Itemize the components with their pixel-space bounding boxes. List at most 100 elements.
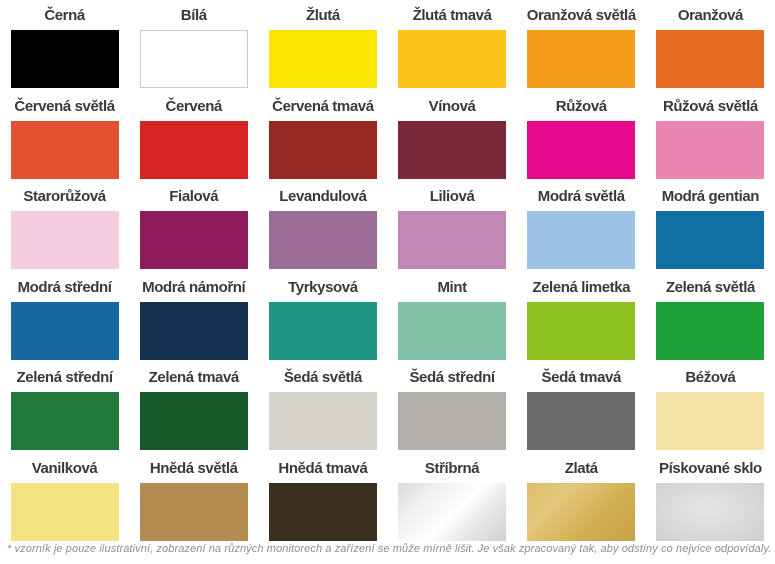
palette-cell: Vínová <box>388 91 517 182</box>
palette-cell: Žlutá <box>258 0 387 91</box>
color-swatch <box>398 30 507 88</box>
color-swatch <box>527 482 636 541</box>
swatch-label: Červená tmavá <box>272 97 374 115</box>
color-swatch <box>139 120 248 179</box>
swatch-label: Zlatá <box>564 459 598 477</box>
palette-cell: Zelená střední <box>0 362 129 453</box>
palette-cell: Zelená světlá <box>646 272 775 363</box>
color-swatch <box>398 120 507 179</box>
palette-cell: Vanilková <box>0 453 129 544</box>
palette-cell: Žlutá tmavá <box>388 0 517 91</box>
swatch-label: Zelená tmavá <box>148 369 240 387</box>
swatch-label: Červená <box>165 97 223 115</box>
color-swatch <box>656 120 765 179</box>
color-swatch <box>398 482 507 541</box>
swatch-label: Hnědá světlá <box>149 459 238 477</box>
color-swatch <box>656 301 765 360</box>
palette-cell: Černá <box>0 0 129 91</box>
color-swatch <box>139 301 248 360</box>
palette-cell: Růžová světlá <box>646 91 775 182</box>
swatch-label: Zelená střední <box>16 369 114 387</box>
color-swatch <box>398 392 507 451</box>
palette-cell: Modrá gentian <box>646 181 775 272</box>
swatch-label: Oranžová světlá <box>526 7 636 24</box>
color-swatch <box>527 301 636 360</box>
color-swatch <box>268 301 377 360</box>
color-swatch <box>268 120 377 179</box>
swatch-label: Tyrkysová <box>288 278 358 296</box>
color-swatch <box>10 120 119 179</box>
swatch-label: Liliová <box>429 188 475 206</box>
swatch-label: Růžová světlá <box>662 97 758 115</box>
color-swatch <box>398 301 507 360</box>
swatch-label: Modrá námořní <box>142 278 246 296</box>
swatch-label: Stříbrná <box>424 459 480 477</box>
color-swatch <box>139 482 248 541</box>
swatch-label: Mint <box>437 278 467 296</box>
palette-cell: Liliová <box>388 181 517 272</box>
palette-cell: Pískované sklo <box>646 453 775 544</box>
palette-cell: Béžová <box>646 362 775 453</box>
color-swatch <box>139 392 248 451</box>
swatch-label: Šedá tmavá <box>541 369 622 387</box>
swatch-label: Pískované sklo <box>659 459 762 477</box>
color-swatch <box>10 301 119 360</box>
color-swatch <box>10 211 119 270</box>
palette-cell: Modrá světlá <box>517 181 646 272</box>
swatch-label: Modrá střední <box>17 278 112 296</box>
palette-cell: Šedá střední <box>388 362 517 453</box>
swatch-label: Šedá světlá <box>283 369 363 387</box>
color-swatch <box>10 482 119 541</box>
color-swatch <box>139 30 248 88</box>
swatch-label: Hnědá tmavá <box>278 459 368 477</box>
swatch-label: Růžová <box>555 97 607 115</box>
palette-cell: Zelená tmavá <box>129 362 258 453</box>
palette-cell: Zlatá <box>517 453 646 544</box>
palette-cell: Hnědá tmavá <box>258 453 387 544</box>
color-swatch <box>527 392 636 451</box>
color-swatch <box>656 392 765 451</box>
palette-cell: Modrá střední <box>0 272 129 363</box>
palette-cell: Šedá tmavá <box>517 362 646 453</box>
color-swatch <box>398 211 507 270</box>
color-swatch <box>268 30 377 88</box>
palette-cell: Červená <box>129 91 258 182</box>
swatch-label: Žlutá tmavá <box>412 7 492 24</box>
swatch-label: Vanilková <box>31 459 98 477</box>
swatch-label: Bílá <box>180 7 207 24</box>
swatch-label: Vínová <box>428 97 476 115</box>
swatch-label: Žlutá <box>305 7 340 24</box>
swatch-label: Zelená světlá <box>665 278 755 296</box>
color-swatch <box>268 211 377 270</box>
swatch-label: Šedá střední <box>409 369 495 387</box>
palette-cell: Modrá námořní <box>129 272 258 363</box>
swatch-label: Levandulová <box>279 188 367 206</box>
palette-cell: Červená světlá <box>0 91 129 182</box>
swatch-label: Červená světlá <box>14 97 115 115</box>
palette-cell: Oranžová světlá <box>517 0 646 91</box>
palette-cell: Fialová <box>129 181 258 272</box>
swatch-label: Zelená limetka <box>532 278 631 296</box>
color-swatch <box>656 211 765 270</box>
palette-cell: Zelená limetka <box>517 272 646 363</box>
palette-cell: Bílá <box>129 0 258 91</box>
color-swatch <box>139 211 248 270</box>
color-swatch <box>268 482 377 541</box>
color-palette-grid: Černá Bílá Žlutá Žlutá tmavá Oranžová světlá… <box>0 0 775 544</box>
palette-cell: Tyrkysová <box>258 272 387 363</box>
color-swatch <box>527 30 636 88</box>
swatch-label: Oranžová <box>677 7 744 24</box>
color-swatch <box>656 30 765 88</box>
palette-cell: Stříbrná <box>388 453 517 544</box>
swatch-label: Starorůžová <box>23 188 106 206</box>
palette-cell: Šedá světlá <box>258 362 387 453</box>
palette-cell: Starorůžová <box>0 181 129 272</box>
disclaimer-footnote: * vzorník je pouze ilustrativní, zobraze… <box>7 543 772 555</box>
color-swatch <box>527 120 636 179</box>
swatch-label: Modrá gentian <box>661 188 760 206</box>
swatch-label: Modrá světlá <box>537 188 625 206</box>
color-swatch <box>268 392 377 451</box>
palette-cell: Oranžová <box>646 0 775 91</box>
palette-cell: Červená tmavá <box>258 91 387 182</box>
